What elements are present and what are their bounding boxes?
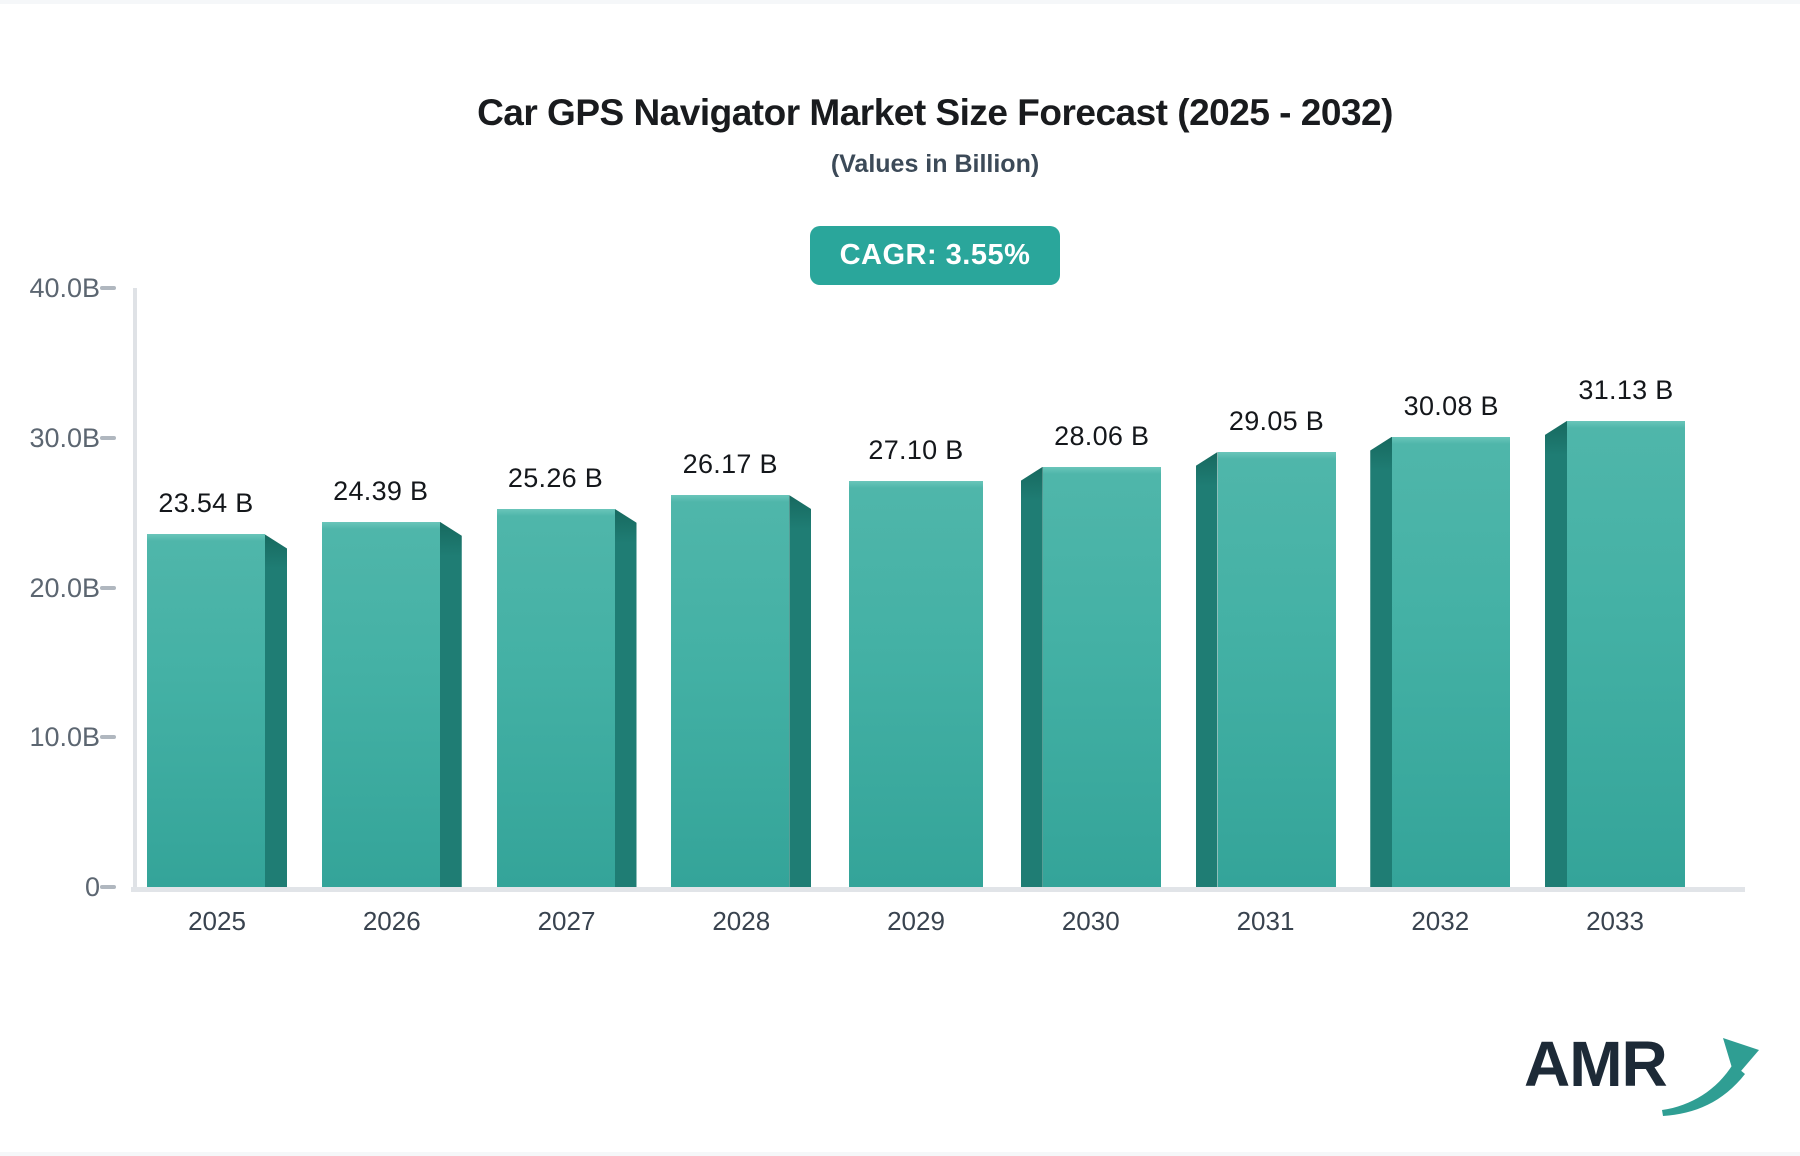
- amr-logo-text: AMR: [1524, 1028, 1668, 1100]
- amr-logo: AMR: [1524, 1032, 1765, 1116]
- bar-value-label: 30.08 B: [1403, 390, 1499, 421]
- bar-value-label: 29.05 B: [1228, 405, 1325, 436]
- x-axis-label: 2031: [1236, 906, 1295, 936]
- bar-2d-face-2028: [671, 495, 790, 887]
- x-axis-label: 2027: [537, 906, 596, 936]
- bar-3d-side-2033: [1545, 420, 1567, 887]
- bar-value-label: 27.10 B: [868, 435, 964, 466]
- bar-value-label: 23.54 B: [158, 488, 254, 519]
- bar-2d-face-2031: [1217, 451, 1336, 887]
- y-axis-tick: [100, 435, 116, 440]
- chart-header: Car GPS Navigator Market Size Forecast (…: [70, 92, 1800, 179]
- page-edge-top: [0, 0, 1800, 4]
- x-axis-line: [131, 887, 1745, 892]
- x-axis-label: 2025: [188, 906, 246, 936]
- y-axis-tick: [100, 735, 116, 740]
- x-axis-label: 2029: [887, 906, 945, 936]
- bar-value-label: 31.13 B: [1578, 374, 1674, 405]
- y-axis-label: 20.0B: [29, 572, 100, 603]
- y-axis-tick: [100, 585, 116, 590]
- cagr-badge: CAGR: 3.55%: [809, 226, 1061, 285]
- bar-2d-face-2026: [321, 521, 440, 887]
- bar-value-label: 24.39 B: [333, 475, 429, 506]
- bar-3d-side-2026: [439, 521, 462, 887]
- bar-value-label: 26.17 B: [682, 449, 778, 480]
- x-axis-label: 2028: [712, 906, 771, 936]
- x-axis-label: 2026: [362, 906, 421, 936]
- growth-arrow-icon: [1661, 1038, 1759, 1116]
- bar-3d-side-2030: [1020, 466, 1043, 887]
- bar-3d-side-2028: [789, 495, 812, 887]
- bar-value-label: 28.06 B: [1054, 420, 1150, 451]
- y-axis-tick: [100, 885, 116, 889]
- bar-3d-side-2027: [614, 508, 637, 887]
- y-axis-label: 10.0B: [29, 722, 100, 753]
- x-axis-label: 2030: [1061, 906, 1120, 936]
- bar-2d-face-2027: [496, 508, 615, 887]
- bar-2d-face-2030: [1042, 466, 1161, 887]
- x-axis-label: 2033: [1586, 906, 1644, 936]
- page-title: Car GPS Navigator Market Size Forecast (…: [477, 92, 1393, 133]
- bar-value-label: 25.26 B: [507, 462, 604, 493]
- y-axis-tick: [100, 286, 116, 290]
- x-axis-label: 2032: [1411, 906, 1470, 936]
- page-edge-bottom: [0, 1152, 1800, 1156]
- bar-2d-face-2025: [147, 534, 265, 887]
- y-axis-label: 40.0B: [29, 273, 100, 303]
- bar-2d-face-2032: [1392, 436, 1511, 887]
- bar-2d-face-2029: [849, 481, 983, 887]
- y-axis-line: [133, 288, 137, 889]
- bar-2d-face-2033: [1567, 420, 1685, 887]
- page-subtitle: (Values in Billion): [830, 150, 1040, 178]
- bar-3d-side-2032: [1370, 436, 1393, 887]
- y-axis-label: 30.0B: [29, 422, 100, 453]
- y-axis-label: 0: [84, 872, 100, 902]
- bar-3d-side-2025: [265, 534, 287, 887]
- bar-3d-side-2031: [1195, 451, 1218, 887]
